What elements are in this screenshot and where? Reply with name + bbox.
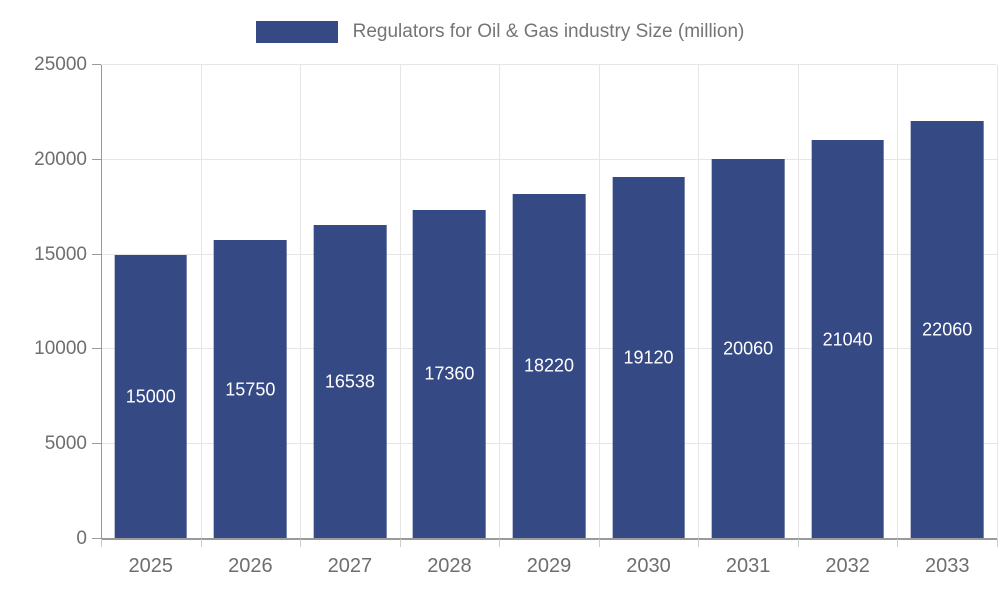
y-axis-tick — [92, 443, 101, 445]
x-axis-tick — [997, 539, 998, 547]
x-axis-line — [101, 538, 997, 540]
x-axis-label: 2032 — [825, 555, 870, 577]
bar-slot: 17360 — [400, 65, 500, 539]
y-axis-label: 15000 — [34, 243, 87, 265]
y-axis-label: 5000 — [44, 433, 87, 455]
bar-value-label: 17360 — [424, 363, 475, 384]
bar-value-label: 19120 — [623, 347, 674, 368]
y-axis-label: 0 — [76, 528, 87, 549]
x-gridline — [797, 65, 799, 539]
x-gridline — [300, 65, 302, 539]
x-axis-tick — [399, 539, 401, 547]
bar-2033[interactable]: 22060 — [910, 120, 984, 539]
y-axis-tick — [92, 158, 101, 160]
y-axis-tick — [92, 253, 101, 255]
bar-slot: 22060 — [897, 65, 997, 539]
y-axis-label: 20000 — [34, 148, 87, 170]
x-axis-label: 2031 — [725, 555, 771, 577]
x-axis-label: 2033 — [924, 555, 970, 577]
bar-2025[interactable]: 15000 — [114, 254, 188, 539]
x-gridline — [897, 65, 899, 539]
legend-swatch-icon[interactable] — [255, 21, 338, 43]
bar-2031[interactable]: 20060 — [711, 158, 785, 539]
bar-value-label: 15000 — [125, 386, 176, 407]
x-axis-label: 2030 — [626, 555, 671, 577]
x-axis-label: 2029 — [526, 555, 572, 577]
y-gridline — [101, 64, 997, 65]
legend-label[interactable]: Regulators for Oil & Gas industry Size (… — [352, 21, 745, 42]
x-axis-label: 2026 — [228, 555, 273, 577]
bar-2032[interactable]: 21040 — [811, 140, 884, 539]
bar-slot: 21040 — [798, 65, 898, 539]
x-gridline — [997, 65, 998, 539]
x-gridline — [698, 65, 700, 539]
plot-area: 15000 15750 16538 17360 18220 19120 20060 21040… — [34, 54, 998, 577]
bar-value-label: 16538 — [324, 371, 375, 392]
bar-slot: 15750 — [201, 65, 301, 539]
bar-slot: 19120 — [599, 65, 699, 539]
x-axis-tick — [300, 539, 302, 547]
bar-slot: 18220 — [499, 65, 599, 539]
y-axis-tick — [92, 64, 101, 65]
x-axis-tick — [698, 539, 700, 547]
bar-2030[interactable]: 19120 — [612, 176, 685, 539]
bar-2029[interactable]: 18220 — [512, 193, 586, 539]
x-axis-tick — [598, 539, 600, 547]
bar-2026[interactable]: 15750 — [213, 240, 287, 539]
x-axis-tick — [797, 539, 799, 547]
bar-2028[interactable]: 17360 — [413, 209, 486, 539]
x-axis-tick — [200, 539, 202, 547]
y-axis-label: 10000 — [34, 338, 87, 360]
bar-value-label: 21040 — [822, 329, 873, 350]
bar-2027[interactable]: 16538 — [313, 225, 387, 539]
bar-slot: 15000 — [101, 65, 201, 539]
x-gridline — [598, 65, 600, 539]
bar-value-label: 15750 — [225, 379, 276, 400]
x-gridline — [200, 65, 202, 539]
x-axis-tick — [499, 539, 501, 547]
y-axis-label: 25000 — [34, 54, 87, 75]
x-gridline — [399, 65, 401, 539]
x-axis-tick — [101, 539, 102, 547]
x-axis-label: 2028 — [427, 555, 472, 577]
x-axis-label: 2027 — [327, 555, 373, 577]
chart-legend[interactable]: Regulators for Oil & Gas industry Size (… — [0, 16, 1000, 48]
y-axis-tick — [92, 538, 101, 539]
x-axis-tick — [897, 539, 899, 547]
y-gridline — [101, 158, 997, 160]
x-gridline — [499, 65, 501, 539]
bar-value-label: 22060 — [922, 319, 973, 340]
y-axis-tick — [92, 348, 101, 350]
bar-value-label: 20060 — [723, 338, 774, 359]
bar-value-label: 18220 — [523, 355, 575, 376]
y-axis-line — [101, 65, 102, 539]
bar-slot: 16538 — [300, 65, 400, 539]
x-axis-label: 2025 — [128, 555, 174, 577]
bar-slot: 20060 — [698, 65, 798, 539]
